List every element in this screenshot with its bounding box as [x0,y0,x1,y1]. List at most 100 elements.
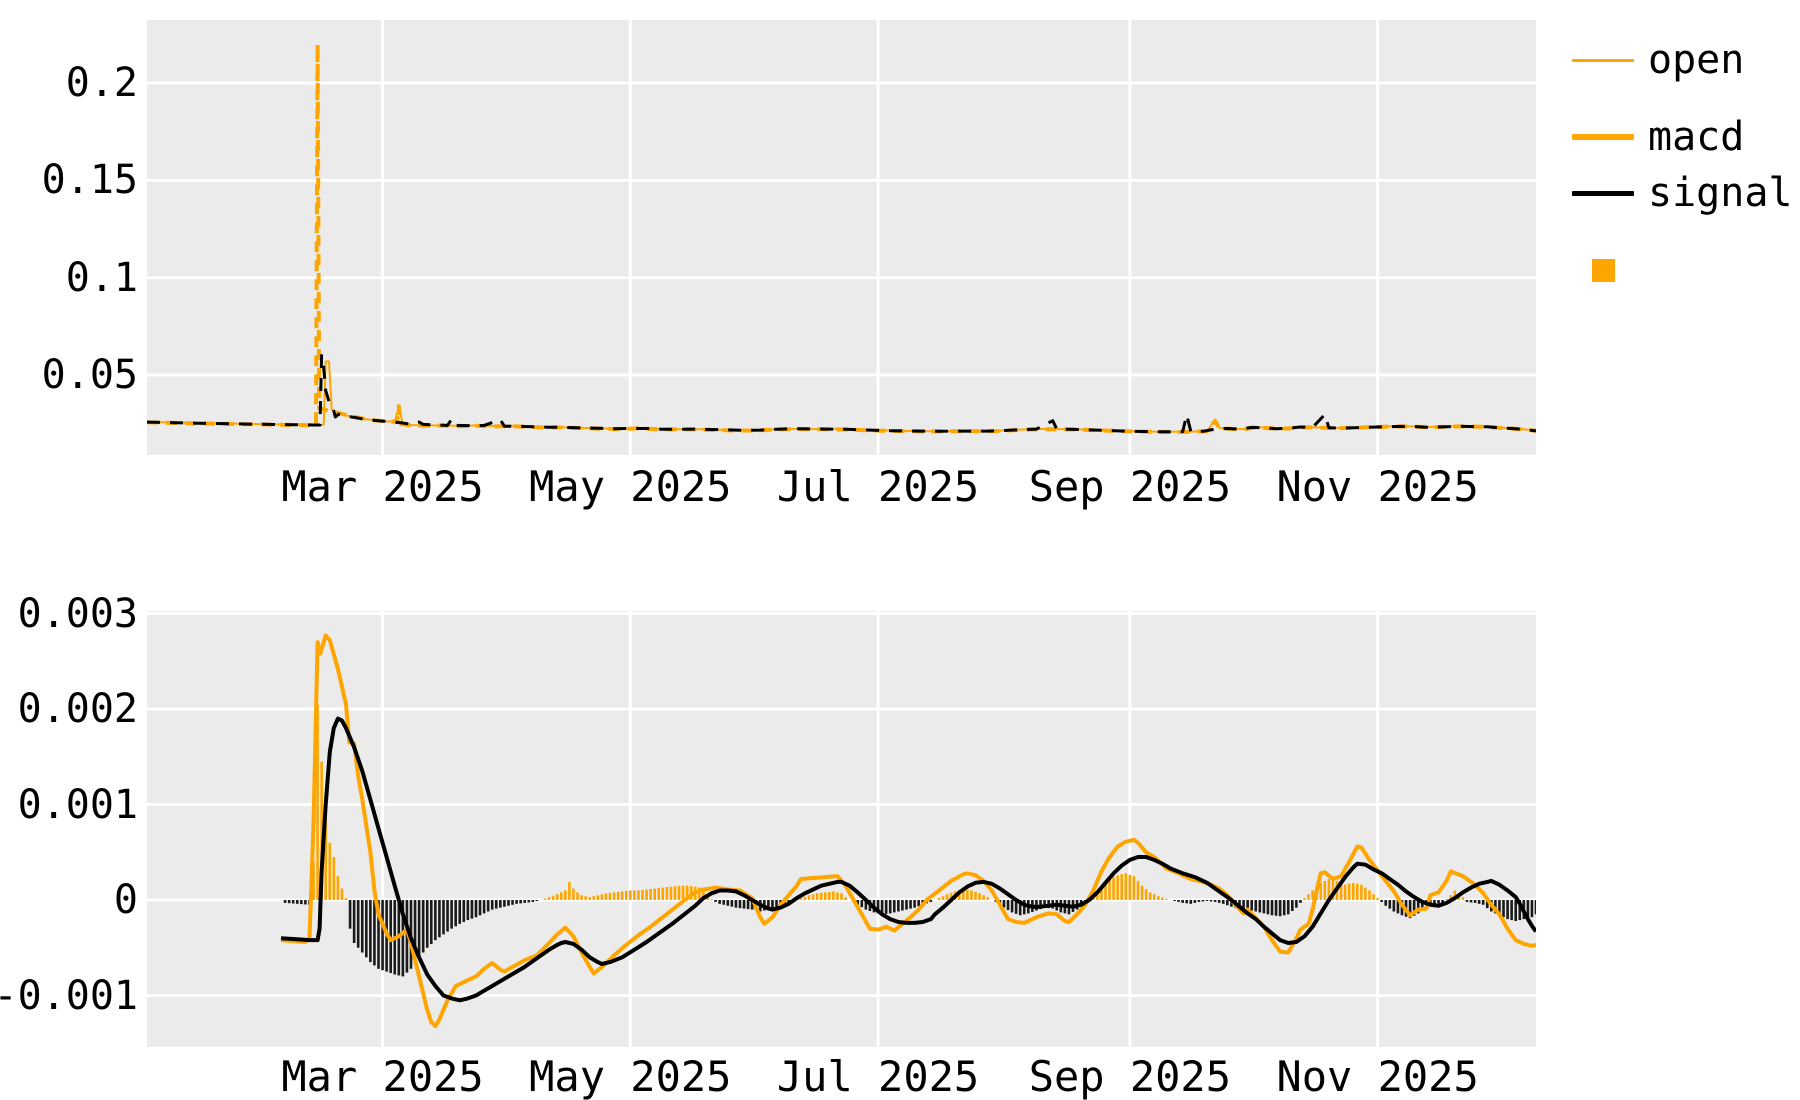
macd-histogram-bar [897,900,900,912]
macd-histogram-bar [1477,900,1481,904]
macd-histogram-bar [580,895,583,901]
macd-histogram-bar [1144,889,1148,901]
macd-histogram-bar [1473,900,1477,903]
macd-histogram-bar [324,818,328,901]
macd-histogram-bar [531,900,535,902]
macd-histogram-bar [1254,900,1258,912]
macd-histogram-bar [1420,900,1424,911]
macd-histogram-bar [523,900,527,903]
macd-histogram-bar [726,900,730,906]
macd-histogram-bar [669,886,673,901]
macd-histogram-bar [1364,887,1367,901]
macd-histogram-bar [1339,882,1343,901]
macd-histogram-bar [503,900,506,907]
macd-histogram-bar [1152,894,1156,901]
macd-histogram-bar [1262,900,1266,914]
macd-histogram-bar [1100,885,1103,901]
macd-histogram-bar [1193,900,1197,903]
macd-histogram-bar [543,898,547,901]
macd-histogram-bar [653,888,656,901]
macd-histogram-bar [633,890,636,901]
macd-histogram-bar [909,900,912,909]
macd-histogram-bar [1465,900,1469,902]
macd-histogram-bar [1148,892,1152,901]
macd-histogram-bar [665,887,669,901]
macd-histogram-bar [1323,880,1327,901]
y-tick-label: 0.15 [41,157,138,204]
macd-histogram-bar [1173,900,1176,901]
macd-histogram-bar [515,900,518,904]
macd-histogram-bar [645,889,648,901]
macd-histogram-bar [1303,898,1306,901]
macd-histogram-bar [803,896,807,901]
macd-histogram-bar [1327,878,1331,901]
macd-histogram-bar [446,900,449,932]
macd-histogram-bar [986,897,990,901]
macd-histogram-bar [750,900,754,910]
macd-histogram-bar [1347,883,1351,901]
macd-histogram-bar [1392,900,1396,912]
macd-histogram-bar [588,897,591,901]
macd-histogram-bar [283,900,287,903]
macd-histogram-bar [677,885,681,901]
macd-histogram-bar [1291,900,1294,911]
x-tick-label: Jul 2025 [776,1052,980,1100]
macd-line [280,633,1536,1029]
x-tick-label: Mar 2025 [281,1052,484,1100]
macd-histogram-bar [1311,890,1314,901]
x-tick-label: May 2025 [529,462,732,511]
price-chart-plot-area [147,20,1536,455]
macd-histogram-bar [466,900,470,921]
macd-histogram-bar [572,888,575,901]
macd-histogram-bar [413,900,417,964]
macd-histogram-bar [377,900,380,969]
macd-histogram-bar [1372,894,1375,901]
macd-histogram-bar [1217,900,1221,903]
macd-histogram-bar [478,900,482,916]
macd-histogram-bar [486,900,490,912]
macd-histogram-bar [568,881,571,901]
price-chart-svg [147,20,1536,455]
macd-histogram-bar [1124,873,1128,901]
macd-histogram-bar [1282,900,1286,916]
macd-histogram-bar [373,900,376,966]
macd-histogram-bar [978,893,981,901]
macd-histogram-bar [612,892,616,901]
open-line-swatch [1572,58,1634,62]
macd-histogram-bar [1128,874,1132,901]
legend-item-open: open [1572,38,1744,82]
macd-histogram-bar [458,900,462,924]
macd-histogram-bar [421,900,425,953]
macd-histogram-bar [905,900,908,910]
macd-histogram-bar [616,891,620,901]
macd-histogram-bar [1351,882,1355,901]
macd-histogram-bar [482,900,486,914]
y-tick-label: 0.05 [41,352,138,398]
macd-histogram-bar [287,900,291,904]
macd-histogram-bar [828,891,831,901]
macd-histogram-bar [974,891,977,901]
macd-histogram-bar [1530,900,1534,918]
macd-histogram-bar [474,900,478,918]
macd-histogram-bar [815,893,819,901]
legend-label-macd: macd [1648,114,1745,160]
macd-histogram-bar [949,892,953,901]
macd-histogram-bar [340,888,344,901]
macd-histogram-bar [1104,882,1107,901]
histogram-square-swatch [1592,259,1615,282]
macd-histogram-bar [1258,900,1262,913]
macd-histogram-bar [1485,900,1489,909]
macd-histogram-bar [1096,890,1099,901]
macd-histogram-bar [1445,899,1448,901]
macd-histogram-bar [1018,900,1022,916]
macd-histogram-bar [1043,900,1046,908]
macd-histogram-bar [320,761,323,901]
macd-histogram-bar [1270,900,1274,916]
macd-histogram-bar [929,900,933,902]
macd-histogram-bar [1502,900,1505,918]
macd-histogram-bar [685,885,689,901]
macd-histogram-bar [1014,900,1018,914]
macd-histogram-bar [1433,900,1436,904]
macd-histogram-bar [304,900,307,905]
macd-histogram-bar [641,889,644,901]
